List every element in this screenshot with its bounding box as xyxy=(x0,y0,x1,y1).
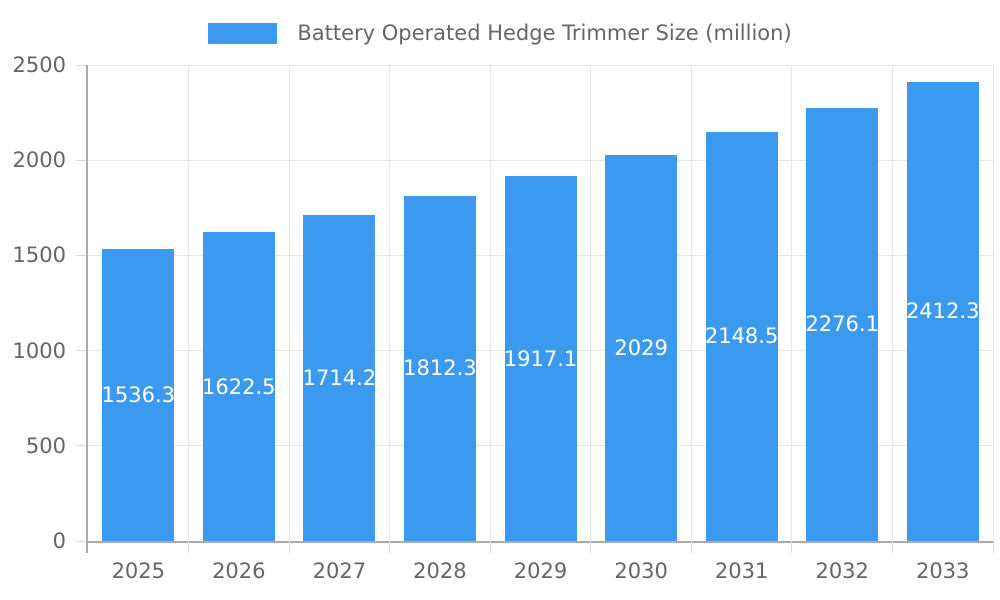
x-axis-label: 2025 xyxy=(111,559,166,583)
bar-value-label: 1812.3 xyxy=(403,356,477,381)
bar-value-label: 2276.1 xyxy=(805,312,879,337)
x-gridline xyxy=(690,65,692,541)
x-tick xyxy=(992,541,994,553)
x-tick xyxy=(590,541,592,553)
x-gridline xyxy=(389,65,391,541)
x-tick xyxy=(86,541,88,553)
bar[interactable]: 1917.1 xyxy=(503,176,578,541)
bar[interactable]: 1812.3 xyxy=(403,195,477,541)
x-gridline xyxy=(891,65,893,541)
x-tick xyxy=(188,541,190,553)
x-tick xyxy=(389,541,391,553)
x-tick xyxy=(288,541,290,553)
legend-swatch-icon[interactable] xyxy=(208,22,278,44)
x-gridline xyxy=(590,65,592,541)
x-gridline xyxy=(992,65,994,541)
y-gridline xyxy=(88,159,993,161)
bar-value-label: 1622.5 xyxy=(202,374,276,399)
x-tick xyxy=(791,541,793,553)
x-gridline xyxy=(791,65,793,541)
y-axis-label: 1000 xyxy=(12,338,66,363)
y-axis-label: 0 xyxy=(52,529,66,553)
x-axis-label: 2026 xyxy=(212,559,266,583)
x-axis-label: 2032 xyxy=(815,559,869,583)
y-axis-label: 500 xyxy=(25,433,66,458)
x-axis-label: 2028 xyxy=(413,559,467,583)
bar-value-label: 1917.1 xyxy=(503,346,578,371)
plot-area: 1536.3 1622.5 1714.2 1812.3 1917.1 2029 2148.5… xyxy=(76,64,994,553)
bar-value-label: 2412.3 xyxy=(905,299,980,324)
x-axis-label: 2030 xyxy=(614,559,668,583)
bar[interactable]: 2412.3 xyxy=(905,81,980,541)
y-axis-label: 2000 xyxy=(12,148,66,173)
legend: Battery Operated Hedge Trimmer Size (mil… xyxy=(0,21,1000,45)
y-tick xyxy=(76,445,86,447)
bar-value-label: 2029 xyxy=(614,335,668,360)
x-tick xyxy=(891,541,893,553)
x-axis-label: 2029 xyxy=(513,559,568,583)
bar[interactable]: 1536.3 xyxy=(101,248,176,541)
bar[interactable]: 1622.5 xyxy=(202,232,276,541)
x-tick xyxy=(489,541,491,553)
x-axis-label: 2027 xyxy=(312,559,367,583)
y-axis-label: 2500 xyxy=(12,53,66,77)
bar[interactable]: 2276.1 xyxy=(805,107,879,541)
bar[interactable]: 2029 xyxy=(605,154,678,541)
y-axis-label: 1500 xyxy=(12,243,66,268)
x-axis-label: 2031 xyxy=(714,559,769,583)
y-tick xyxy=(76,350,86,352)
y-tick xyxy=(76,64,86,66)
y-gridline xyxy=(88,64,993,66)
x-gridline xyxy=(188,65,190,541)
x-tick xyxy=(690,541,692,553)
bar[interactable]: 2148.5 xyxy=(704,131,779,541)
x-gridline xyxy=(489,65,491,541)
x-gridline xyxy=(288,65,290,541)
bar-value-label: 1536.3 xyxy=(101,382,176,407)
y-tick xyxy=(76,254,86,256)
legend-label[interactable]: Battery Operated Hedge Trimmer Size (mil… xyxy=(297,21,792,45)
y-tick xyxy=(76,540,86,542)
x-axis-label: 2033 xyxy=(915,559,970,583)
bar[interactable]: 1714.2 xyxy=(302,214,377,541)
bar-value-label: 1714.2 xyxy=(302,365,377,390)
bar-value-label: 2148.5 xyxy=(704,324,779,349)
y-tick xyxy=(76,159,86,161)
